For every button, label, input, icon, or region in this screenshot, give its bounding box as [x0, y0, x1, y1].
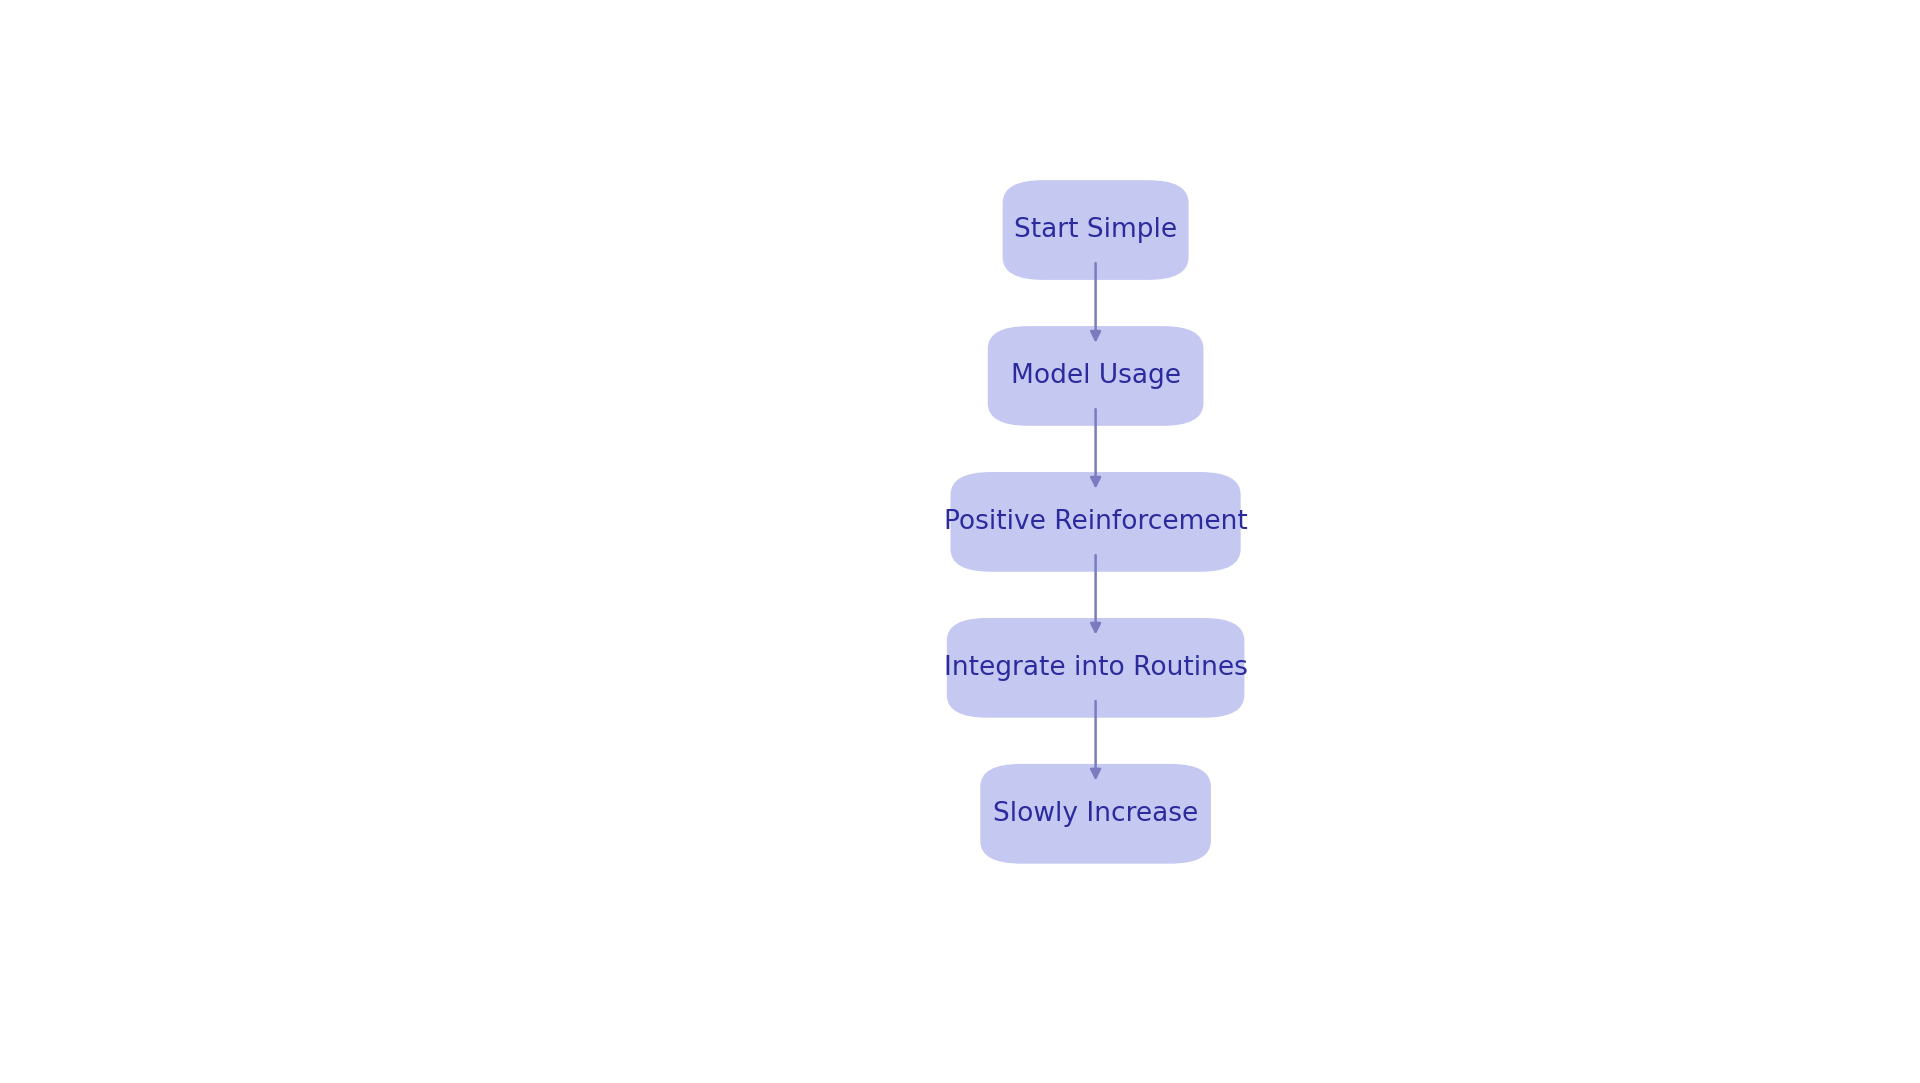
Text: Start Simple: Start Simple	[1014, 217, 1177, 243]
FancyBboxPatch shape	[947, 618, 1244, 718]
Text: Slowly Increase: Slowly Increase	[993, 800, 1198, 826]
FancyBboxPatch shape	[950, 472, 1240, 572]
FancyBboxPatch shape	[981, 764, 1212, 863]
Text: Model Usage: Model Usage	[1010, 363, 1181, 389]
Text: Positive Reinforcement: Positive Reinforcement	[945, 509, 1248, 535]
FancyBboxPatch shape	[987, 326, 1204, 426]
Text: Integrate into Routines: Integrate into Routines	[943, 655, 1248, 681]
FancyBboxPatch shape	[1002, 180, 1188, 279]
